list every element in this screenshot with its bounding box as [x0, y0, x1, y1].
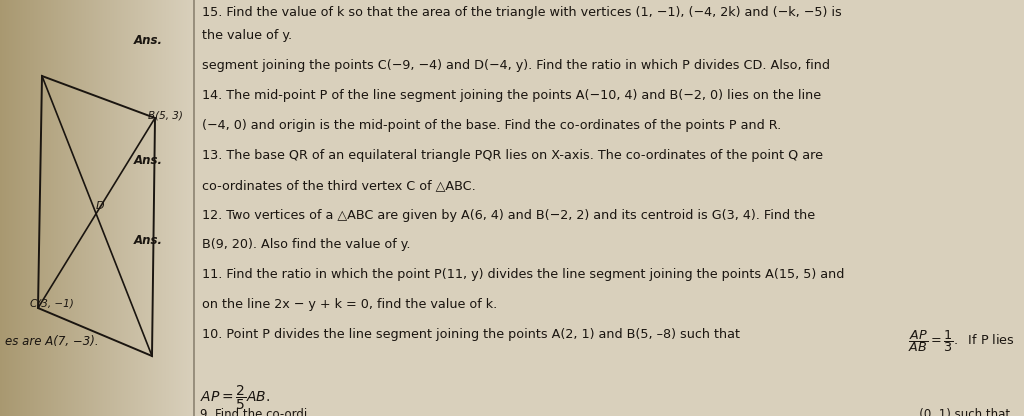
Text: es are A(7, −3).: es are A(7, −3). [5, 334, 98, 347]
Text: 15. Find the value of k so that the area of the triangle with vertices (1, −1), : 15. Find the value of k so that the area… [202, 6, 842, 19]
Text: $\dfrac{AP}{AB} = \dfrac{1}{3}.$  If P lies: $\dfrac{AP}{AB} = \dfrac{1}{3}.$ If P li… [908, 328, 1015, 354]
Text: 14. The mid-point P of the line segment joining the points A(−10, 4) and B(−2, 0: 14. The mid-point P of the line segment … [202, 89, 821, 102]
Text: $AP = \dfrac{2}{5}AB.$: $AP = \dfrac{2}{5}AB.$ [200, 384, 270, 412]
Bar [193, 0, 195, 416]
Text: co-ordinates of the third vertex C of △ABC.: co-ordinates of the third vertex C of △A… [202, 179, 476, 192]
Text: the value of y.: the value of y. [202, 29, 292, 42]
Text: (−4, 0) and origin is the mid-point of the base. Find the co-ordinates of the po: (−4, 0) and origin is the mid-point of t… [202, 119, 781, 132]
Text: Ans.: Ans. [134, 154, 163, 168]
Text: B(5, 3): B(5, 3) [148, 111, 183, 121]
Text: segment joining the points C(−9, −4) and D(−4, y). Find the ratio in which P div: segment joining the points C(−9, −4) and… [202, 59, 830, 72]
Text: 10. Point P divides the line segment joining the points A(2, 1) and B(5, –8) suc: 10. Point P divides the line segment joi… [202, 328, 740, 341]
Text: C(3, −1): C(3, −1) [30, 298, 74, 308]
Text: 12. Two vertices of a △ABC are given by A(6, 4) and B(−2, 2) and its centroid is: 12. Two vertices of a △ABC are given by … [202, 209, 815, 222]
Text: D: D [95, 201, 104, 211]
Text: Ans.: Ans. [134, 35, 163, 47]
Text: 13. The base QR of an equilateral triangle PQR lies on X-axis. The co-ordinates : 13. The base QR of an equilateral triang… [202, 149, 823, 162]
Text: 11. Find the ratio in which the point P(11, y) divides the line segment joining : 11. Find the ratio in which the point P(… [202, 268, 845, 281]
Text: 9. Find the co-ordi...: 9. Find the co-ordi... [200, 408, 318, 416]
Text: B(9, 20). Also find the value of y.: B(9, 20). Also find the value of y. [202, 238, 411, 251]
Text: Ans.: Ans. [134, 235, 163, 248]
Text: on the line 2x − y + k = 0, find the value of k.: on the line 2x − y + k = 0, find the val… [202, 298, 498, 311]
Text: ...(0, 1) such that: ...(0, 1) such that [908, 408, 1010, 416]
